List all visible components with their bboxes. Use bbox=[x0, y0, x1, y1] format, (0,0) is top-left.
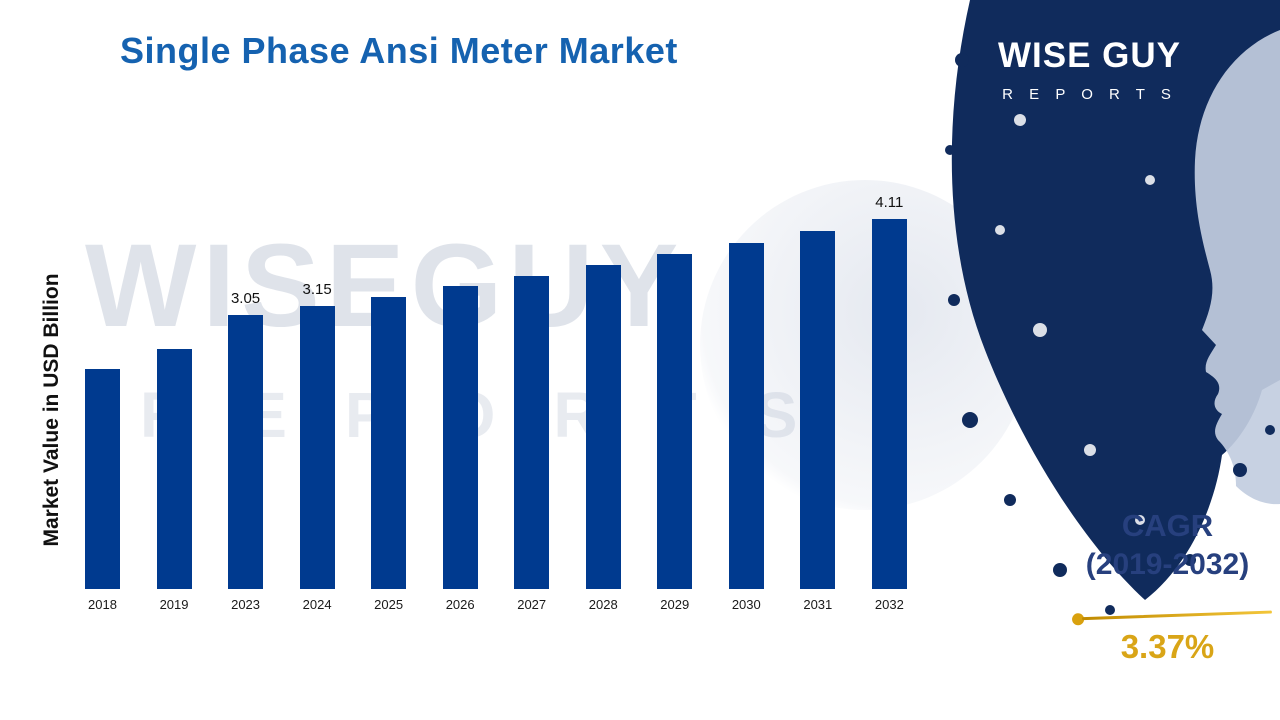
cagr-label: CAGR bbox=[1121, 508, 1214, 543]
x-axis-tick-label: 2031 bbox=[803, 597, 833, 612]
bar-group: 2031 bbox=[800, 206, 836, 612]
x-axis-tick-label: 2028 bbox=[588, 597, 618, 612]
bar bbox=[871, 219, 907, 589]
y-axis-label: Market Value in USD Billion bbox=[40, 273, 63, 547]
bar-group: 2018 bbox=[85, 344, 120, 612]
bar-group: 2030 bbox=[728, 218, 764, 612]
bar-value-label: 4.11 bbox=[875, 194, 904, 212]
bar-group: 3.15 2024 bbox=[299, 280, 335, 612]
bar bbox=[299, 305, 335, 589]
bar bbox=[442, 285, 478, 589]
logo-subtext: R E P O R T S bbox=[1002, 86, 1177, 103]
x-axis-tick-label: 2026 bbox=[445, 597, 475, 612]
x-axis-tick-label: 2024 bbox=[302, 597, 332, 612]
x-axis-tick-label: 2029 bbox=[660, 597, 690, 612]
page-title: Single Phase Ansi Meter Market bbox=[120, 30, 678, 71]
bar bbox=[228, 314, 264, 589]
bar bbox=[585, 265, 621, 589]
x-axis-tick-label: 2025 bbox=[374, 597, 404, 612]
bar-group: 2025 bbox=[371, 272, 407, 612]
x-axis-tick-label: 2032 bbox=[874, 597, 904, 612]
x-axis-tick-label: 2019 bbox=[159, 597, 189, 612]
bar-group: 3.05 2023 bbox=[228, 289, 264, 612]
bar-chart: 2018 2019 3.05 2023 3.15 2024 2025 2026 2027 2028… bbox=[85, 132, 907, 612]
logo-wordmark: WISE GUY bbox=[997, 36, 1182, 75]
face-profile-shape bbox=[1194, 30, 1280, 505]
cagr-range: (2019-2032) bbox=[1085, 548, 1250, 581]
bar-value-label: 3.05 bbox=[230, 289, 261, 307]
cagr-value: 3.37% bbox=[1120, 628, 1215, 665]
gold-line bbox=[1081, 610, 1272, 621]
logo-blob-graphic bbox=[945, 0, 1280, 615]
x-axis-tick-label: 2018 bbox=[88, 597, 117, 612]
bar bbox=[728, 242, 764, 589]
bar-group: 4.11 2032 bbox=[871, 194, 907, 612]
bar-group: 2029 bbox=[657, 229, 693, 612]
x-axis-tick-label: 2030 bbox=[731, 597, 761, 612]
bar-group: 2019 bbox=[156, 324, 192, 612]
x-axis-tick-label: 2023 bbox=[231, 597, 261, 612]
bar-group: 2027 bbox=[514, 251, 550, 612]
decorative-dots bbox=[945, 53, 1275, 615]
bar-group: 2026 bbox=[442, 261, 478, 612]
bar bbox=[371, 296, 407, 589]
bar bbox=[514, 275, 550, 589]
bar-value-label: 3.15 bbox=[302, 280, 332, 298]
decorative-dots-inner bbox=[995, 114, 1155, 525]
bar bbox=[657, 254, 693, 589]
bar-group: 2028 bbox=[585, 240, 621, 612]
bar bbox=[800, 230, 836, 589]
x-axis-tick-label: 2027 bbox=[517, 597, 547, 612]
bar bbox=[85, 368, 120, 589]
bar bbox=[156, 348, 192, 589]
